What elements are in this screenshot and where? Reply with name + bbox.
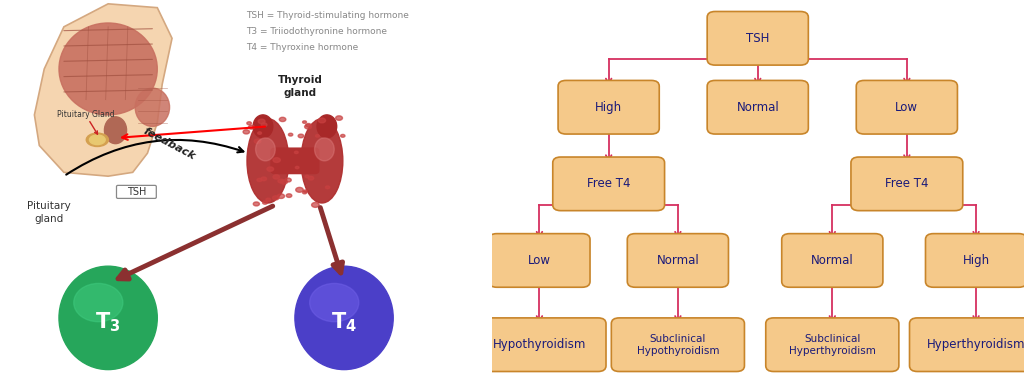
Text: Pituitary
gland: Pituitary gland bbox=[28, 201, 71, 224]
Ellipse shape bbox=[247, 119, 289, 203]
FancyBboxPatch shape bbox=[909, 318, 1024, 372]
Text: Low: Low bbox=[528, 254, 551, 267]
Text: TSH = Thyroid-stimulating hormone
T3 = Triiodothyronine hormone
T4 = Thyroxine h: TSH = Thyroid-stimulating hormone T3 = T… bbox=[246, 11, 409, 52]
FancyBboxPatch shape bbox=[553, 157, 665, 211]
Ellipse shape bbox=[318, 118, 326, 123]
Ellipse shape bbox=[59, 23, 158, 115]
Ellipse shape bbox=[308, 176, 313, 180]
Ellipse shape bbox=[258, 132, 261, 134]
Ellipse shape bbox=[59, 266, 158, 370]
Text: Free T4: Free T4 bbox=[587, 177, 631, 190]
Ellipse shape bbox=[256, 138, 275, 161]
Ellipse shape bbox=[302, 191, 307, 194]
Ellipse shape bbox=[261, 123, 267, 127]
PathPatch shape bbox=[35, 4, 172, 176]
Text: feedback: feedback bbox=[142, 126, 198, 162]
Ellipse shape bbox=[304, 124, 311, 129]
FancyBboxPatch shape bbox=[473, 318, 606, 372]
Ellipse shape bbox=[89, 135, 105, 144]
FancyBboxPatch shape bbox=[781, 234, 883, 287]
Ellipse shape bbox=[273, 175, 280, 179]
Text: Thyroid
gland: Thyroid gland bbox=[278, 75, 323, 98]
FancyBboxPatch shape bbox=[856, 80, 957, 134]
Ellipse shape bbox=[261, 177, 266, 181]
Ellipse shape bbox=[104, 117, 127, 144]
Text: Hyperthyroidism: Hyperthyroidism bbox=[927, 338, 1024, 351]
Ellipse shape bbox=[341, 134, 345, 137]
Ellipse shape bbox=[253, 115, 272, 138]
FancyBboxPatch shape bbox=[708, 80, 808, 134]
FancyBboxPatch shape bbox=[488, 234, 590, 287]
Ellipse shape bbox=[311, 203, 319, 207]
Text: High: High bbox=[595, 101, 623, 114]
Ellipse shape bbox=[317, 115, 337, 138]
Text: Subclinical
Hypothyroidism: Subclinical Hypothyroidism bbox=[637, 334, 719, 355]
Ellipse shape bbox=[243, 130, 250, 134]
Ellipse shape bbox=[309, 283, 358, 322]
Ellipse shape bbox=[278, 194, 285, 198]
Text: High: High bbox=[963, 254, 989, 267]
Text: Normal: Normal bbox=[811, 254, 854, 267]
Ellipse shape bbox=[295, 166, 299, 169]
Ellipse shape bbox=[273, 158, 281, 162]
Ellipse shape bbox=[336, 116, 342, 120]
Ellipse shape bbox=[289, 133, 293, 136]
FancyBboxPatch shape bbox=[117, 185, 157, 198]
FancyBboxPatch shape bbox=[851, 157, 963, 211]
Ellipse shape bbox=[258, 119, 265, 124]
Text: TSH: TSH bbox=[127, 187, 146, 197]
Ellipse shape bbox=[74, 283, 123, 322]
Ellipse shape bbox=[306, 123, 311, 127]
Ellipse shape bbox=[267, 167, 273, 171]
Text: Normal: Normal bbox=[656, 254, 699, 267]
Text: $\mathbf{T_4}$: $\mathbf{T_4}$ bbox=[331, 310, 357, 334]
Text: $\mathbf{T_3}$: $\mathbf{T_3}$ bbox=[95, 310, 121, 334]
Ellipse shape bbox=[301, 119, 343, 203]
Text: Free T4: Free T4 bbox=[885, 177, 929, 190]
Text: TSH: TSH bbox=[746, 32, 769, 45]
Text: Normal: Normal bbox=[736, 101, 779, 114]
Ellipse shape bbox=[262, 201, 267, 204]
Ellipse shape bbox=[326, 186, 330, 189]
Ellipse shape bbox=[303, 190, 307, 192]
Ellipse shape bbox=[135, 88, 170, 126]
FancyBboxPatch shape bbox=[628, 234, 728, 287]
Ellipse shape bbox=[295, 266, 393, 370]
Text: Subclinical
Hyperthyroidism: Subclinical Hyperthyroidism bbox=[788, 334, 876, 355]
Ellipse shape bbox=[254, 139, 261, 143]
FancyBboxPatch shape bbox=[926, 234, 1024, 287]
Ellipse shape bbox=[280, 117, 286, 121]
Ellipse shape bbox=[281, 180, 288, 184]
Text: Low: Low bbox=[895, 101, 919, 114]
FancyBboxPatch shape bbox=[270, 147, 319, 174]
FancyBboxPatch shape bbox=[611, 318, 744, 372]
Ellipse shape bbox=[86, 133, 109, 146]
Ellipse shape bbox=[298, 134, 304, 138]
Ellipse shape bbox=[278, 179, 284, 183]
Ellipse shape bbox=[286, 178, 291, 182]
Ellipse shape bbox=[287, 194, 292, 197]
Ellipse shape bbox=[295, 151, 298, 154]
Text: Pituitary Gland: Pituitary Gland bbox=[56, 110, 114, 134]
Ellipse shape bbox=[266, 198, 270, 201]
FancyBboxPatch shape bbox=[708, 11, 808, 65]
Ellipse shape bbox=[272, 196, 279, 200]
Ellipse shape bbox=[305, 175, 309, 178]
Ellipse shape bbox=[314, 138, 334, 161]
Ellipse shape bbox=[257, 178, 262, 182]
Ellipse shape bbox=[315, 135, 319, 137]
Text: Hypothyroidism: Hypothyroidism bbox=[493, 338, 586, 351]
FancyBboxPatch shape bbox=[558, 80, 659, 134]
Ellipse shape bbox=[302, 121, 306, 123]
Ellipse shape bbox=[296, 187, 303, 192]
Ellipse shape bbox=[253, 202, 259, 206]
Ellipse shape bbox=[249, 125, 255, 129]
Ellipse shape bbox=[247, 122, 252, 125]
FancyBboxPatch shape bbox=[766, 318, 899, 372]
